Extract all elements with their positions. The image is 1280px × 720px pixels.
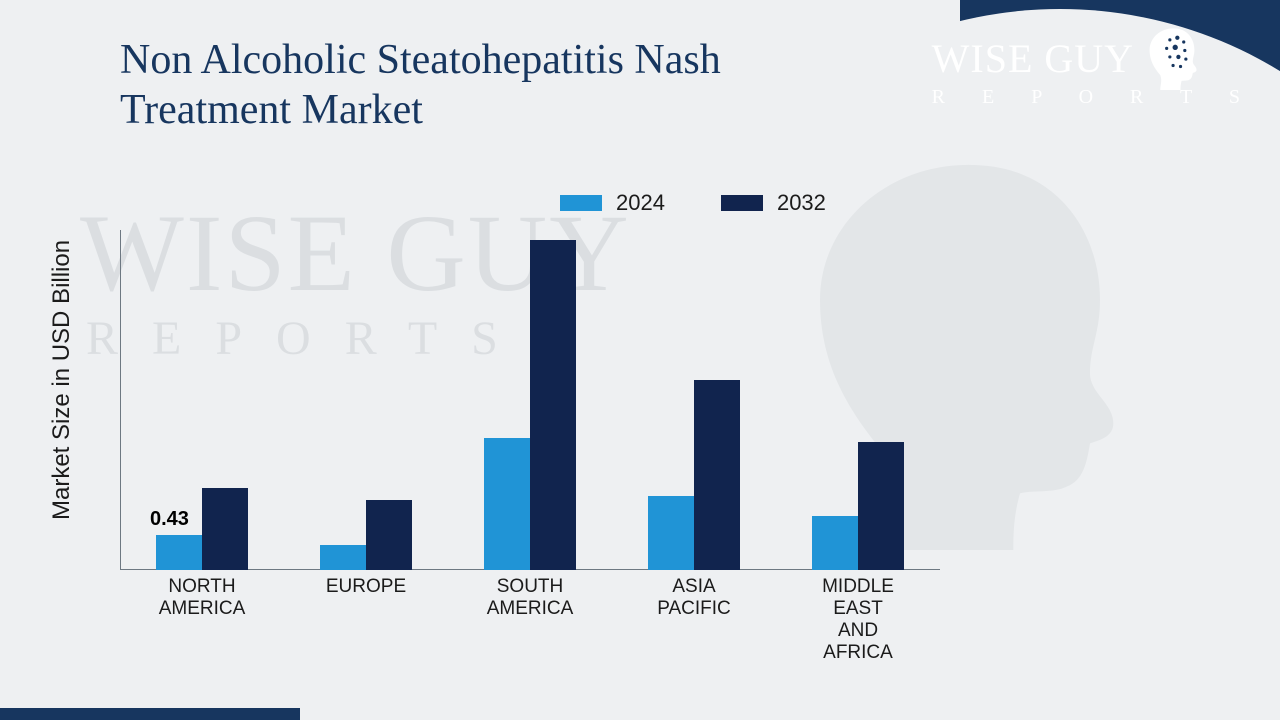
bar-2032 bbox=[694, 380, 740, 570]
bar-groups: 0.43 bbox=[120, 230, 940, 570]
legend-label-2032: 2032 bbox=[777, 190, 826, 216]
legend-label-2024: 2024 bbox=[616, 190, 665, 216]
bar-2024 bbox=[156, 535, 202, 570]
legend-item-2032: 2032 bbox=[721, 190, 826, 216]
x-axis-category-label: EUROPE bbox=[284, 576, 448, 663]
bar-2032 bbox=[858, 442, 904, 570]
legend-swatch-2024 bbox=[560, 195, 602, 211]
logo-head-icon bbox=[1140, 26, 1204, 90]
x-axis-category-label: SOUTHAMERICA bbox=[448, 576, 612, 663]
x-axis-category-label: MIDDLEEASTANDAFRICA bbox=[776, 576, 940, 663]
legend: 2024 2032 bbox=[560, 190, 826, 216]
bar-group bbox=[284, 230, 448, 570]
x-axis-category-label: ASIAPACIFIC bbox=[612, 576, 776, 663]
y-axis-label: Market Size in USD Billion bbox=[48, 240, 76, 520]
bar-2032 bbox=[530, 240, 576, 570]
logo-line1: WISE GUY bbox=[932, 35, 1134, 82]
bar-group: 0.43 bbox=[120, 230, 284, 570]
bar-2032 bbox=[366, 500, 412, 570]
logo-line2: R E P O R T S bbox=[932, 86, 1256, 109]
bar-2024 bbox=[320, 545, 366, 570]
x-axis-labels: NORTHAMERICAEUROPESOUTHAMERICAASIAPACIFI… bbox=[120, 576, 940, 663]
legend-item-2024: 2024 bbox=[560, 190, 665, 216]
stage: WISE GUY REPORTS Non Alcoholic Steatohep… bbox=[0, 0, 1280, 720]
bar-2024 bbox=[484, 438, 530, 570]
chart-title: Non Alcoholic Steatohepatitis Nash Treat… bbox=[120, 36, 880, 135]
x-axis-category-label: NORTHAMERICA bbox=[120, 576, 284, 663]
bar-2024 bbox=[812, 516, 858, 570]
bar-group bbox=[776, 230, 940, 570]
bar-2024 bbox=[648, 496, 694, 570]
bar-value-label: 0.43 bbox=[150, 508, 189, 531]
bottom-accent-bar bbox=[0, 708, 300, 720]
legend-swatch-2032 bbox=[721, 195, 763, 211]
bar-group bbox=[448, 230, 612, 570]
bar-chart: 0.43 bbox=[120, 230, 940, 570]
bar-group bbox=[612, 230, 776, 570]
bar-2032 bbox=[202, 488, 248, 571]
brand-logo: WISE GUY R E P O R T S bbox=[932, 26, 1256, 109]
